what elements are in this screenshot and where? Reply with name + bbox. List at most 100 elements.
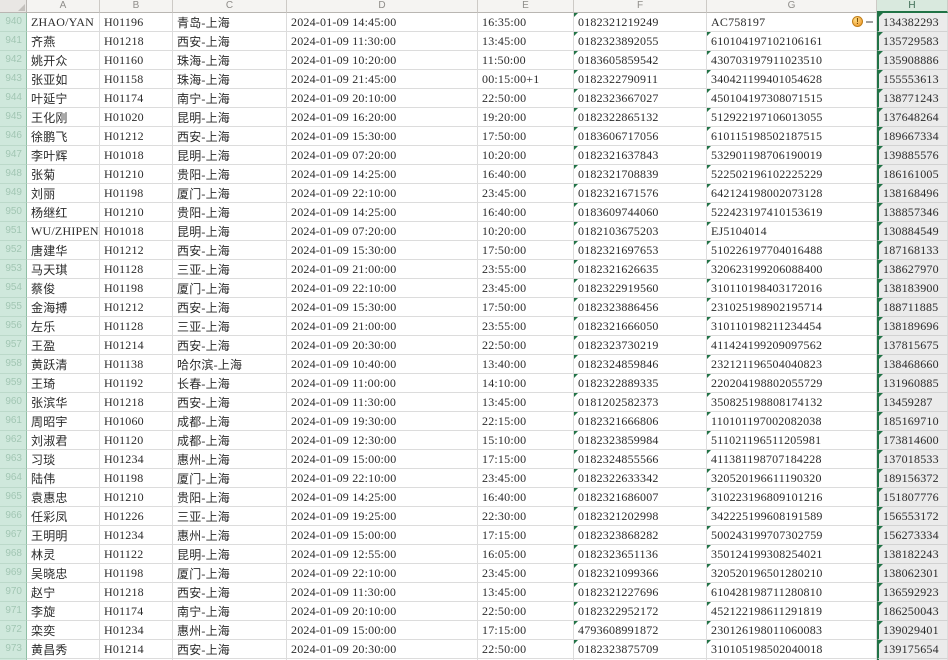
row-header-966[interactable]: 966: [0, 507, 27, 526]
cell-G968[interactable]: 350124199308254021: [707, 545, 877, 564]
cell-D958[interactable]: 2024-01-09 10:40:00: [287, 355, 478, 374]
cell-D970[interactable]: 2024-01-09 11:30:00: [287, 583, 478, 602]
cell-D969[interactable]: 2024-01-09 22:10:00: [287, 564, 478, 583]
cell-A971[interactable]: 李旋: [27, 602, 100, 621]
cell-A948[interactable]: 张菊: [27, 165, 100, 184]
cell-D973[interactable]: 2024-01-09 20:30:00: [287, 640, 478, 659]
cell-E950[interactable]: 16:40:00: [478, 203, 574, 222]
cell-E965[interactable]: 16:40:00: [478, 488, 574, 507]
row-header-941[interactable]: 941: [0, 32, 27, 51]
cell-H968[interactable]: 138182243: [877, 545, 948, 564]
cell-D966[interactable]: 2024-01-09 19:25:00: [287, 507, 478, 526]
cell-H966[interactable]: 156553172: [877, 507, 948, 526]
cell-D949[interactable]: 2024-01-09 22:10:00: [287, 184, 478, 203]
cell-E951[interactable]: 10:20:00: [478, 222, 574, 241]
cell-C948[interactable]: 贵阳-上海: [173, 165, 287, 184]
cell-E968[interactable]: 16:05:00: [478, 545, 574, 564]
row-header-951[interactable]: 951: [0, 222, 27, 241]
cell-H948[interactable]: 186161005: [877, 165, 948, 184]
cell-B945[interactable]: H01020: [100, 108, 173, 127]
cell-F942[interactable]: 0183605859542: [574, 51, 707, 70]
cell-B947[interactable]: H01018: [100, 146, 173, 165]
cell-C955[interactable]: 西安-上海: [173, 298, 287, 317]
cell-A947[interactable]: 李叶辉: [27, 146, 100, 165]
cell-D955[interactable]: 2024-01-09 15:30:00: [287, 298, 478, 317]
cell-H954[interactable]: 138183900: [877, 279, 948, 298]
cell-B968[interactable]: H01122: [100, 545, 173, 564]
cell-A961[interactable]: 周昭宇: [27, 412, 100, 431]
row-header-962[interactable]: 962: [0, 431, 27, 450]
cell-F954[interactable]: 0182322919560: [574, 279, 707, 298]
cell-H951[interactable]: 130884549: [877, 222, 948, 241]
cell-B954[interactable]: H01198: [100, 279, 173, 298]
cell-A941[interactable]: 齐燕: [27, 32, 100, 51]
cell-A964[interactable]: 陆伟: [27, 469, 100, 488]
cell-H944[interactable]: 138771243: [877, 89, 948, 108]
cell-F958[interactable]: 0182324859846: [574, 355, 707, 374]
cell-F956[interactable]: 0182321666050: [574, 317, 707, 336]
cell-D957[interactable]: 2024-01-09 20:30:00: [287, 336, 478, 355]
cell-H950[interactable]: 138857346: [877, 203, 948, 222]
cell-D946[interactable]: 2024-01-09 15:30:00: [287, 127, 478, 146]
cell-H971[interactable]: 186250043: [877, 602, 948, 621]
cell-H972[interactable]: 139029401: [877, 621, 948, 640]
cell-E961[interactable]: 22:15:00: [478, 412, 574, 431]
row-header-964[interactable]: 964: [0, 469, 27, 488]
row-header-971[interactable]: 971: [0, 602, 27, 621]
cell-F962[interactable]: 0182323859984: [574, 431, 707, 450]
cell-D968[interactable]: 2024-01-09 12:55:00: [287, 545, 478, 564]
row-header-968[interactable]: 968: [0, 545, 27, 564]
cell-A956[interactable]: 左乐: [27, 317, 100, 336]
cell-H970[interactable]: 136592923: [877, 583, 948, 602]
column-header-D[interactable]: D: [287, 0, 478, 13]
cell-G945[interactable]: 512922197106013055: [707, 108, 877, 127]
row-header-944[interactable]: 944: [0, 89, 27, 108]
cell-E971[interactable]: 22:50:00: [478, 602, 574, 621]
cell-B966[interactable]: H01226: [100, 507, 173, 526]
cell-B964[interactable]: H01198: [100, 469, 173, 488]
cell-C966[interactable]: 三亚-上海: [173, 507, 287, 526]
cell-D960[interactable]: 2024-01-09 11:30:00: [287, 393, 478, 412]
cell-D947[interactable]: 2024-01-09 07:20:00: [287, 146, 478, 165]
cell-H959[interactable]: 131960885: [877, 374, 948, 393]
cell-A952[interactable]: 唐建华: [27, 241, 100, 260]
cell-D952[interactable]: 2024-01-09 15:30:00: [287, 241, 478, 260]
cell-A968[interactable]: 林灵: [27, 545, 100, 564]
cell-H964[interactable]: 189156372: [877, 469, 948, 488]
row-header-953[interactable]: 953: [0, 260, 27, 279]
cell-B970[interactable]: H01218: [100, 583, 173, 602]
cell-A972[interactable]: 栾奕: [27, 621, 100, 640]
cell-F971[interactable]: 0182322952172: [574, 602, 707, 621]
select-all-corner[interactable]: [0, 0, 27, 13]
cell-E940[interactable]: 16:35:00: [478, 13, 574, 32]
cell-F943[interactable]: 0182322790911: [574, 70, 707, 89]
cell-D941[interactable]: 2024-01-09 11:30:00: [287, 32, 478, 51]
cell-C972[interactable]: 惠州-上海: [173, 621, 287, 640]
cell-B959[interactable]: H01192: [100, 374, 173, 393]
row-header-943[interactable]: 943: [0, 70, 27, 89]
cell-H955[interactable]: 188711885: [877, 298, 948, 317]
cell-G959[interactable]: 220204198802055729: [707, 374, 877, 393]
cell-H949[interactable]: 138168496: [877, 184, 948, 203]
cell-H965[interactable]: 151807776: [877, 488, 948, 507]
cell-A970[interactable]: 赵宁: [27, 583, 100, 602]
cell-A942[interactable]: 姚开众: [27, 51, 100, 70]
cell-G954[interactable]: 310110198403172016: [707, 279, 877, 298]
row-header-958[interactable]: 958: [0, 355, 27, 374]
cell-G967[interactable]: 500243199707302759: [707, 526, 877, 545]
cell-F969[interactable]: 0182321099366: [574, 564, 707, 583]
cell-C963[interactable]: 惠州-上海: [173, 450, 287, 469]
cell-E945[interactable]: 19:20:00: [478, 108, 574, 127]
cell-G956[interactable]: 310110198211234454: [707, 317, 877, 336]
cell-F957[interactable]: 0182323730219: [574, 336, 707, 355]
cell-H956[interactable]: 138189696: [877, 317, 948, 336]
cell-A946[interactable]: 徐鹏飞: [27, 127, 100, 146]
row-header-950[interactable]: 950: [0, 203, 27, 222]
cell-C971[interactable]: 南宁-上海: [173, 602, 287, 621]
row-header-948[interactable]: 948: [0, 165, 27, 184]
dropdown-dash-icon[interactable]: [866, 20, 873, 23]
cell-E963[interactable]: 17:15:00: [478, 450, 574, 469]
cell-C959[interactable]: 长春-上海: [173, 374, 287, 393]
row-header-963[interactable]: 963: [0, 450, 27, 469]
cell-G948[interactable]: 522502196102225229: [707, 165, 877, 184]
